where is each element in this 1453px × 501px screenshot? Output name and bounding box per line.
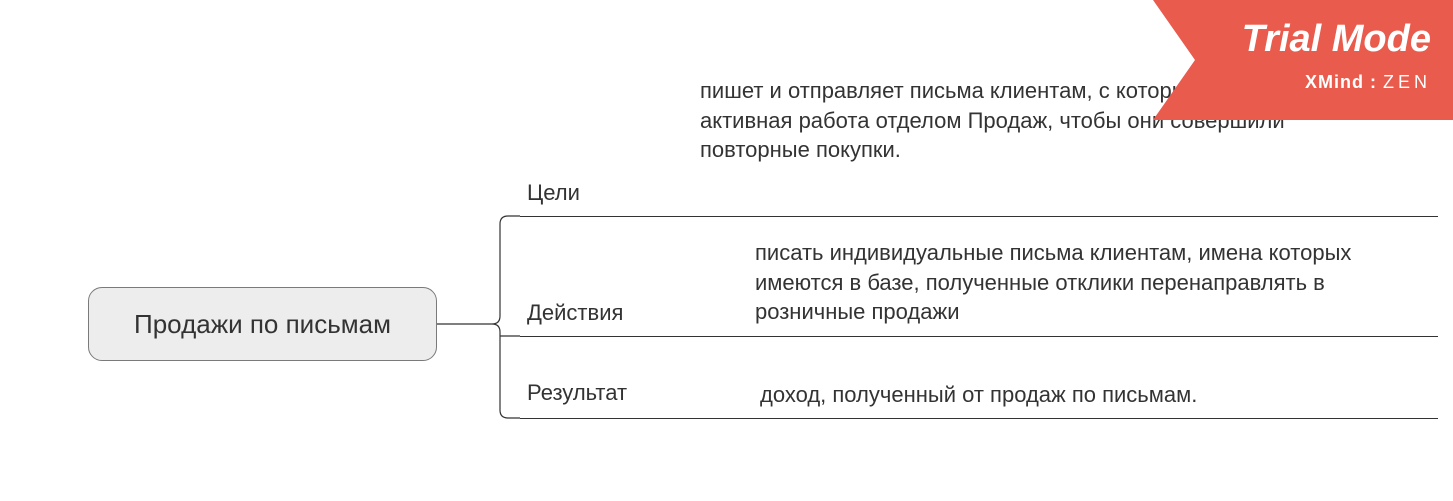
branch-description: доход, полученный от продаж по письмам. xyxy=(760,380,1400,410)
root-node-label: Продажи по письмам xyxy=(134,309,391,340)
watermark-brand: XMind xyxy=(1305,72,1364,92)
branch-label[interactable]: Цели xyxy=(527,180,580,206)
watermark-product: ZEN xyxy=(1383,72,1431,92)
branch-underline xyxy=(520,216,1438,217)
branch-underline xyxy=(520,336,1438,337)
trial-watermark: Trial Mode XMind : ZEN xyxy=(1153,0,1453,120)
branch-description: писать индивидуальные письма клиентам, и… xyxy=(755,238,1395,327)
root-node[interactable]: Продажи по письмам xyxy=(88,287,437,361)
branch-label[interactable]: Результат xyxy=(527,380,627,406)
watermark-subtitle: XMind : ZEN xyxy=(1305,72,1431,93)
branch-underline xyxy=(520,418,1438,419)
watermark-title: Trial Mode xyxy=(1242,18,1431,61)
connector-path xyxy=(437,216,520,418)
branch-label[interactable]: Действия xyxy=(527,300,623,326)
